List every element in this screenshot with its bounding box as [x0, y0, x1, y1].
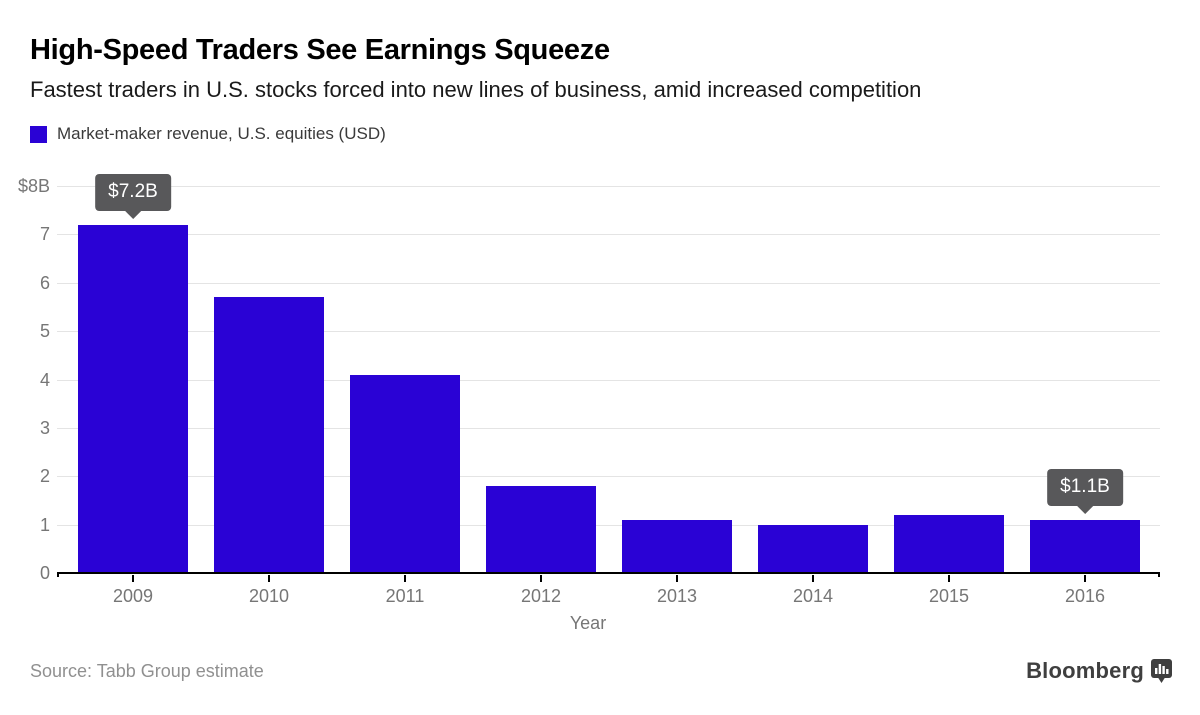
bar-2015[interactable]: [894, 514, 1004, 573]
y-tick-label: $8B: [17, 176, 50, 196]
x-tick-mark: [268, 575, 270, 582]
x-tick-label-2012: 2012: [520, 586, 562, 606]
x-tick-label-2013: 2013: [656, 586, 698, 606]
x-tick-label-2016: 2016: [1064, 586, 1106, 606]
gridline-2: [57, 476, 1160, 478]
brand-wordmark: Bloomberg: [1026, 658, 1144, 683]
page-subtitle: Fastest traders in U.S. stocks forced in…: [30, 77, 922, 102]
bar-2010[interactable]: [214, 297, 324, 573]
x-tick-mark: [540, 575, 542, 582]
y-tick-label: 0: [39, 563, 50, 583]
legend-label: Market-maker revenue, U.S. equities (USD…: [57, 124, 386, 143]
y-tick-label: 1: [39, 514, 50, 535]
gridline-8: [57, 186, 1160, 187]
x-tick-label-2010: 2010: [248, 586, 290, 606]
brand-logo: Bloomberg: [1026, 658, 1172, 684]
x-tick-label-2014: 2014: [792, 586, 834, 606]
y-tick-label: 5: [39, 321, 50, 342]
value-callout-2009: $7.2B: [95, 173, 171, 211]
bloomberg-chart-bubble-icon: [1151, 659, 1172, 683]
y-tick-label: 7: [39, 224, 50, 245]
y-tick-label: 3: [39, 417, 50, 438]
x-tick-mark: [948, 575, 950, 582]
bar-2011[interactable]: [350, 374, 460, 573]
gridline-7: [57, 234, 1160, 236]
gridline-4: [57, 379, 1160, 381]
bar-2016[interactable]: [1030, 519, 1140, 573]
bar-2012[interactable]: [486, 485, 596, 573]
axis-endcap: [57, 572, 59, 577]
x-tick-mark: [676, 575, 678, 582]
x-tick-label-2011: 2011: [385, 586, 425, 606]
legend: Market-maker revenue, U.S. equities (USD…: [30, 124, 386, 144]
x-tick-mark: [1084, 575, 1086, 582]
bar-2014[interactable]: [758, 524, 868, 573]
x-axis-title: Year: [569, 613, 607, 633]
y-tick-label: 2: [39, 466, 50, 487]
page-title: High-Speed Traders See Earnings Squeeze: [30, 34, 610, 66]
value-callout-2016: $1.1B: [1047, 468, 1123, 506]
x-tick-label-2015: 2015: [928, 586, 970, 606]
bar-2013[interactable]: [622, 519, 732, 573]
bar-2009[interactable]: [78, 224, 188, 573]
y-tick-label: 6: [39, 272, 50, 293]
x-tick-mark: [812, 575, 814, 582]
y-tick-label: 4: [39, 369, 50, 390]
x-tick-label-2009: 2009: [112, 586, 154, 606]
gridline-1: [57, 524, 1160, 526]
gridline-5: [57, 331, 1160, 333]
legend-swatch: [30, 125, 47, 143]
x-tick-mark: [404, 575, 406, 582]
gridline-3: [57, 427, 1160, 429]
axis-endcap: [1158, 572, 1160, 577]
source-note: Source: Tabb Group estimate: [30, 661, 264, 681]
x-axis-line: [57, 572, 1160, 574]
gridline-6: [57, 282, 1160, 284]
x-tick-mark: [132, 575, 134, 582]
